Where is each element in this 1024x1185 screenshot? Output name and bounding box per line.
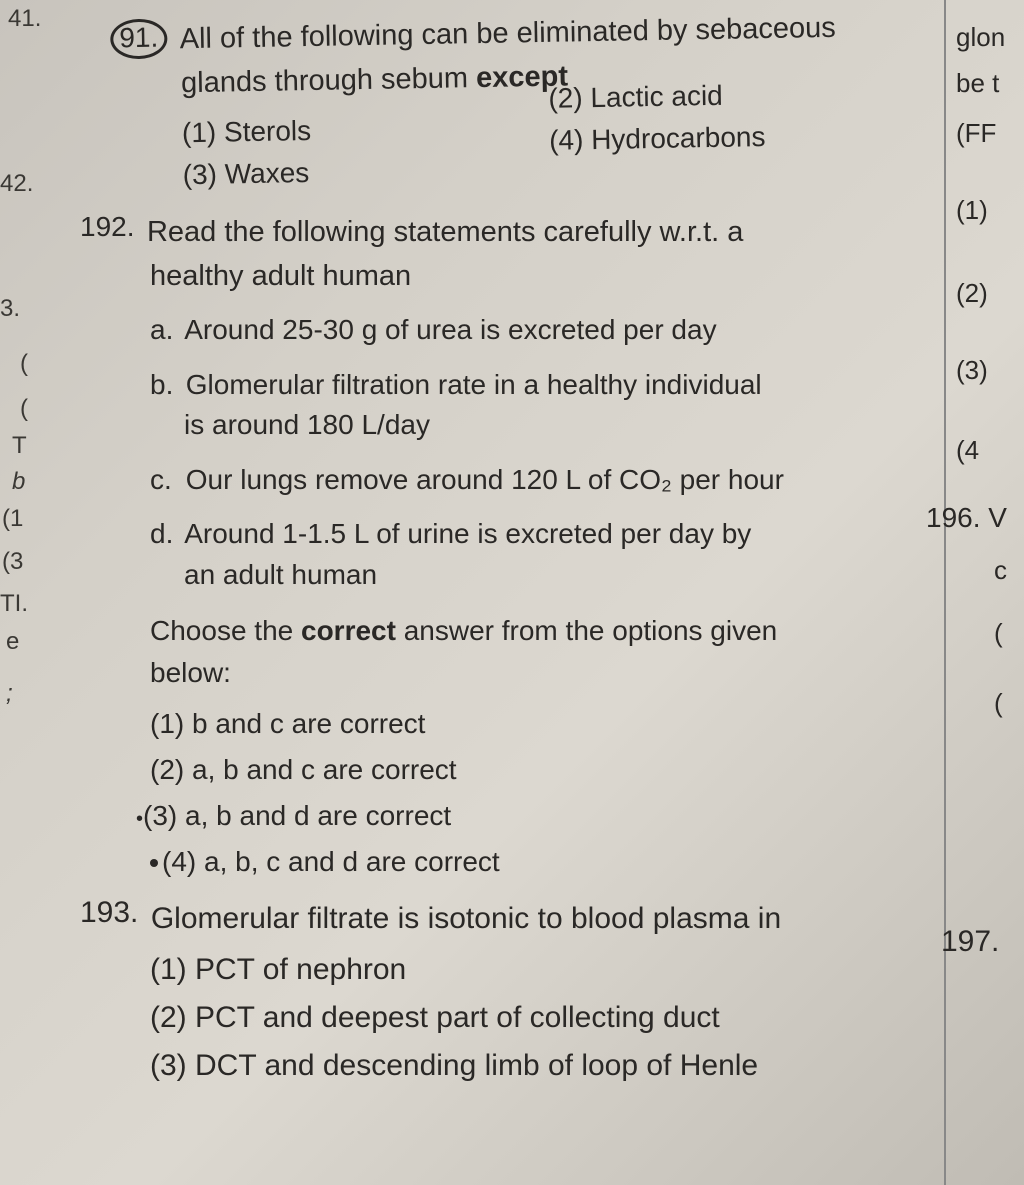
margin-semi: ; [6,680,13,708]
q192-a-text: Around 25-30 g of urea is excreted per d… [184,314,716,345]
margin-paren-2: ( [20,395,28,423]
q193-opt1: (1) PCT of nephron [150,953,914,987]
right-ff: (FF [956,118,996,149]
right-q197: 197. [941,925,999,959]
margin-e: e [6,628,19,656]
right-3: (3) [956,355,988,386]
q192-statements: a. Around 25-30 g of urea is excreted pe… [150,310,914,596]
right-p2: ( [994,688,1003,719]
q192-instr-3: below: [150,657,231,688]
q193-stem: 193. Glomerular filtrate is isotonic to … [80,896,914,941]
q192-stem: 192. Read the following statements caref… [80,211,914,298]
q192-options: (1) b and c are correct (2) a, b and c a… [150,708,914,878]
q192-instruction: Choose the correct answer from the optio… [150,610,914,694]
margin-ti: TI. [0,590,28,618]
question-193: 193. Glomerular filtrate is isotonic to … [80,896,914,1083]
q193-stem-text: Glomerular filtrate is isotonic to blood… [151,902,781,935]
right-p1: ( [994,618,1003,649]
q193-number: 193. [80,896,138,930]
q192-b-text1: Glomerular filtration rate in a healthy … [186,369,762,400]
q193-options: (1) PCT of nephron (2) PCT and deepest p… [150,953,914,1083]
q192-instr-2: answer from the options given [396,615,777,646]
q192-opt2: (2) a, b and c are correct [150,754,914,786]
right-c: c [994,555,1007,586]
right-4: (4 [956,435,979,466]
q192-opt4-text: (4) a, b, c and d are correct [162,846,500,877]
q192-instr-bold: correct [301,615,396,646]
q192-d-text2: an adult human [184,559,377,590]
q191-opt4: (4) Hydrocarbons [549,118,917,184]
margin-p3: (3 [2,548,23,576]
exam-page: 41. 42. 3. ( ( T b (1 (3 TI. e ; glon be… [0,0,1024,1185]
right-1: (1) [956,195,988,226]
q192-opt1: (1) b and c are correct [150,708,914,740]
q192-instr-1: Choose the [150,615,301,646]
q192-opt4: (4) a, b, c and d are correct [150,846,914,878]
right-bet: be t [956,68,999,99]
answer-mark-icon [150,859,158,867]
q191-stem-line2: glands through sebum [181,62,477,99]
q191-number: 91. [110,18,168,59]
q192-stmt-d: d. Around 1-1.5 L of urine is excreted p… [150,514,914,595]
q191-opt3: (3) Waxes [182,153,550,191]
main-content: 91. All of the following can be eliminat… [80,20,914,1083]
margin-b: b [12,468,25,496]
margin-42: 42. [0,170,33,198]
q192-opt3-text: (3) a, b and d are correct [143,800,451,831]
q192-b-text2: is around 180 L/day [184,409,430,440]
margin-t: T [12,432,27,460]
q192-stmt-c: c. Our lungs remove around 120 L of CO₂ … [150,460,914,501]
q193-opt3: (3) DCT and descending limb of loop of H… [150,1049,914,1083]
q191-opt1: (1) Sterols [182,111,550,149]
margin-41: 41. [8,5,41,33]
left-margin-fragments: 41. 42. 3. ( ( T b (1 (3 TI. e ; [0,0,50,1185]
right-q196: 196. V [926,502,1007,534]
q192-stmt-b: b. Glomerular filtration rate in a healt… [150,365,914,446]
right-2: (2) [956,278,988,309]
q192-opt3: •(3) a, b and d are correct [150,800,914,832]
question-191: 91. All of the following can be eliminat… [80,5,917,193]
question-192: 192. Read the following statements caref… [80,211,914,878]
q192-d-text1: Around 1-1.5 L of urine is excreted per … [184,518,751,549]
q192-stmt-a: a. Around 25-30 g of urea is excreted pe… [150,310,914,351]
right-glon: glon [956,22,1005,53]
q192-stem-line1: Read the following statements carefully … [147,216,743,248]
q191-stem-line1: All of the following can be eliminated b… [179,12,836,55]
margin-paren-1: ( [20,350,28,378]
q192-stem-line2: healthy adult human [150,260,411,292]
q191-options: (1) Sterols (2) Lactic acid (3) Waxes (4… [182,104,917,191]
margin-3: 3. [0,295,20,323]
q192-c-text: Our lungs remove around 120 L of CO₂ per… [186,464,784,495]
margin-p1: (1 [2,505,23,533]
q192-number: 192. [80,211,135,243]
q193-opt2: (2) PCT and deepest part of collecting d… [150,1001,914,1035]
right-margin-fragments: glon be t (FF (1) (2) (3) (4 196. V c ( … [944,0,1024,1185]
